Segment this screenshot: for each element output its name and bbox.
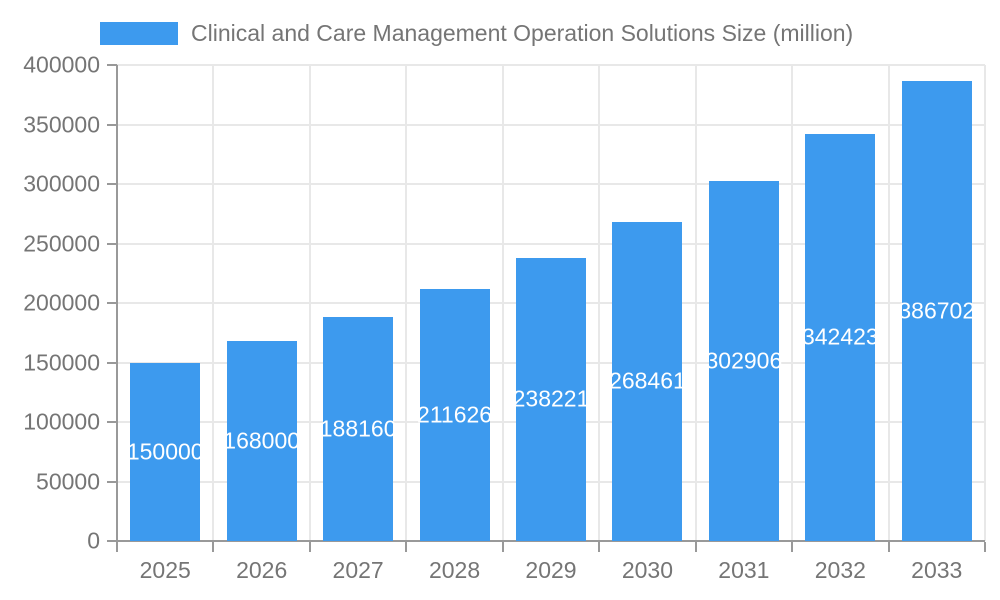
bar[interactable]: 188160 [320,317,396,541]
x-gridline [984,65,986,541]
legend-item[interactable]: Clinical and Care Management Operation S… [100,20,853,47]
x-gridline [887,65,890,541]
x-tick-label: 2025 [139,557,191,583]
x-gridline [598,65,601,541]
y-axis-line [116,65,118,541]
y-tick-mark [107,480,117,483]
plot-area: 0 50000 100000 150000 200000 250000 300000 3500… [23,52,986,583]
bar[interactable]: 342423 [802,133,879,541]
y-tick-mark [107,183,117,185]
x-tick-label: 2033 [911,557,963,583]
y-tick-mark [107,123,117,126]
bar-value-label: 211626 [417,401,493,428]
bar-value-label: 386702 [898,297,976,324]
x-tick-label: 2029 [525,557,577,583]
x-tick-mark [405,542,408,552]
y-tick-label: 200000 [23,289,100,316]
bar-value-label: 268461 [609,367,686,394]
x-tick-mark [212,542,215,552]
x-tick-mark [694,542,697,552]
bar[interactable]: 150000 [127,362,204,541]
y-gridline [117,183,985,185]
x-gridline [694,65,697,541]
x-tick-label: 2026 [236,557,288,583]
x-tick-label: 2027 [332,557,384,583]
y-tick-label: 250000 [23,230,100,256]
bar[interactable]: 168000 [223,341,300,541]
bar-value-label: 342423 [801,323,879,350]
y-gridline [117,242,985,245]
y-tick-label: 400000 [23,51,100,78]
y-tick-label: 100000 [23,408,100,435]
y-tick-label: 300000 [23,170,100,197]
x-tick-mark [308,542,311,552]
x-tick-mark [116,542,118,552]
bar[interactable]: 211626 [417,289,493,541]
x-axis-line [107,540,985,542]
y-gridline [117,123,985,126]
x-tick-label: 2030 [621,557,674,583]
y-tick-label: 50000 [36,468,100,494]
y-gridline [117,64,985,66]
legend-label: Clinical and Care Management Operation S… [191,20,854,46]
y-tick-mark [107,361,117,364]
y-tick-label: 150000 [23,349,100,375]
y-tick-label: 350000 [23,111,100,137]
x-tick-mark [598,542,601,552]
y-tick-mark [107,302,117,304]
x-gridline [791,65,794,541]
y-tick-mark [107,242,117,245]
legend-swatch-icon [100,22,178,45]
y-tick-label: 0 [87,527,100,554]
y-tick-mark [107,421,117,423]
x-tick-mark [791,542,794,552]
bar-value-label: 302906 [705,347,783,374]
x-tick-mark [501,542,504,552]
x-tick-label: 2028 [428,557,481,583]
bar[interactable]: 386702 [898,80,975,541]
bar[interactable]: 268461 [609,221,686,541]
x-gridline [308,65,311,541]
bar[interactable]: 302906 [706,180,782,541]
bar[interactable]: 238221 [513,257,589,541]
bar-value-label: 168000 [223,427,301,454]
x-tick-mark [984,542,986,552]
x-gridline [501,65,504,541]
x-tick-label: 2031 [718,557,770,583]
bar-value-label: 238221 [512,385,590,412]
y-tick-mark [107,64,117,66]
bar-value-label: 150000 [126,438,204,465]
x-tick-label: 2032 [814,557,866,583]
bar-value-label: 188160 [319,415,397,442]
x-tick-mark [887,542,890,552]
x-gridline [405,65,408,541]
x-gridline [212,65,215,541]
